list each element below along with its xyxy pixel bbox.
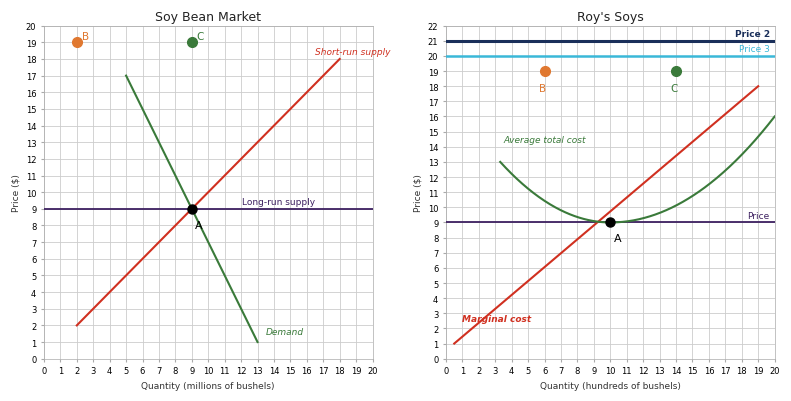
Y-axis label: Price ($): Price ($) [11,174,20,212]
Text: Price 3: Price 3 [739,45,770,54]
Text: Price: Price [747,211,770,221]
Text: C: C [197,32,204,42]
Text: Long-run supply: Long-run supply [242,197,315,207]
Y-axis label: Price ($): Price ($) [413,174,422,212]
Text: A: A [614,233,621,243]
Text: A: A [195,221,202,231]
Text: C: C [671,83,678,93]
X-axis label: Quantity (hundreds of bushels): Quantity (hundreds of bushels) [540,381,681,390]
X-axis label: Quantity (millions of bushels): Quantity (millions of bushels) [142,381,275,390]
Title: Soy Bean Market: Soy Bean Market [155,11,261,24]
Text: B: B [539,83,547,93]
Text: Price 2: Price 2 [735,30,770,39]
Text: Short-run supply: Short-run supply [315,48,391,57]
Text: Demand: Demand [266,327,304,336]
Text: Marginal cost: Marginal cost [463,314,532,323]
Title: Roy's Soys: Roy's Soys [577,11,644,24]
Text: B: B [81,32,89,42]
Text: Average total cost: Average total cost [504,136,586,145]
